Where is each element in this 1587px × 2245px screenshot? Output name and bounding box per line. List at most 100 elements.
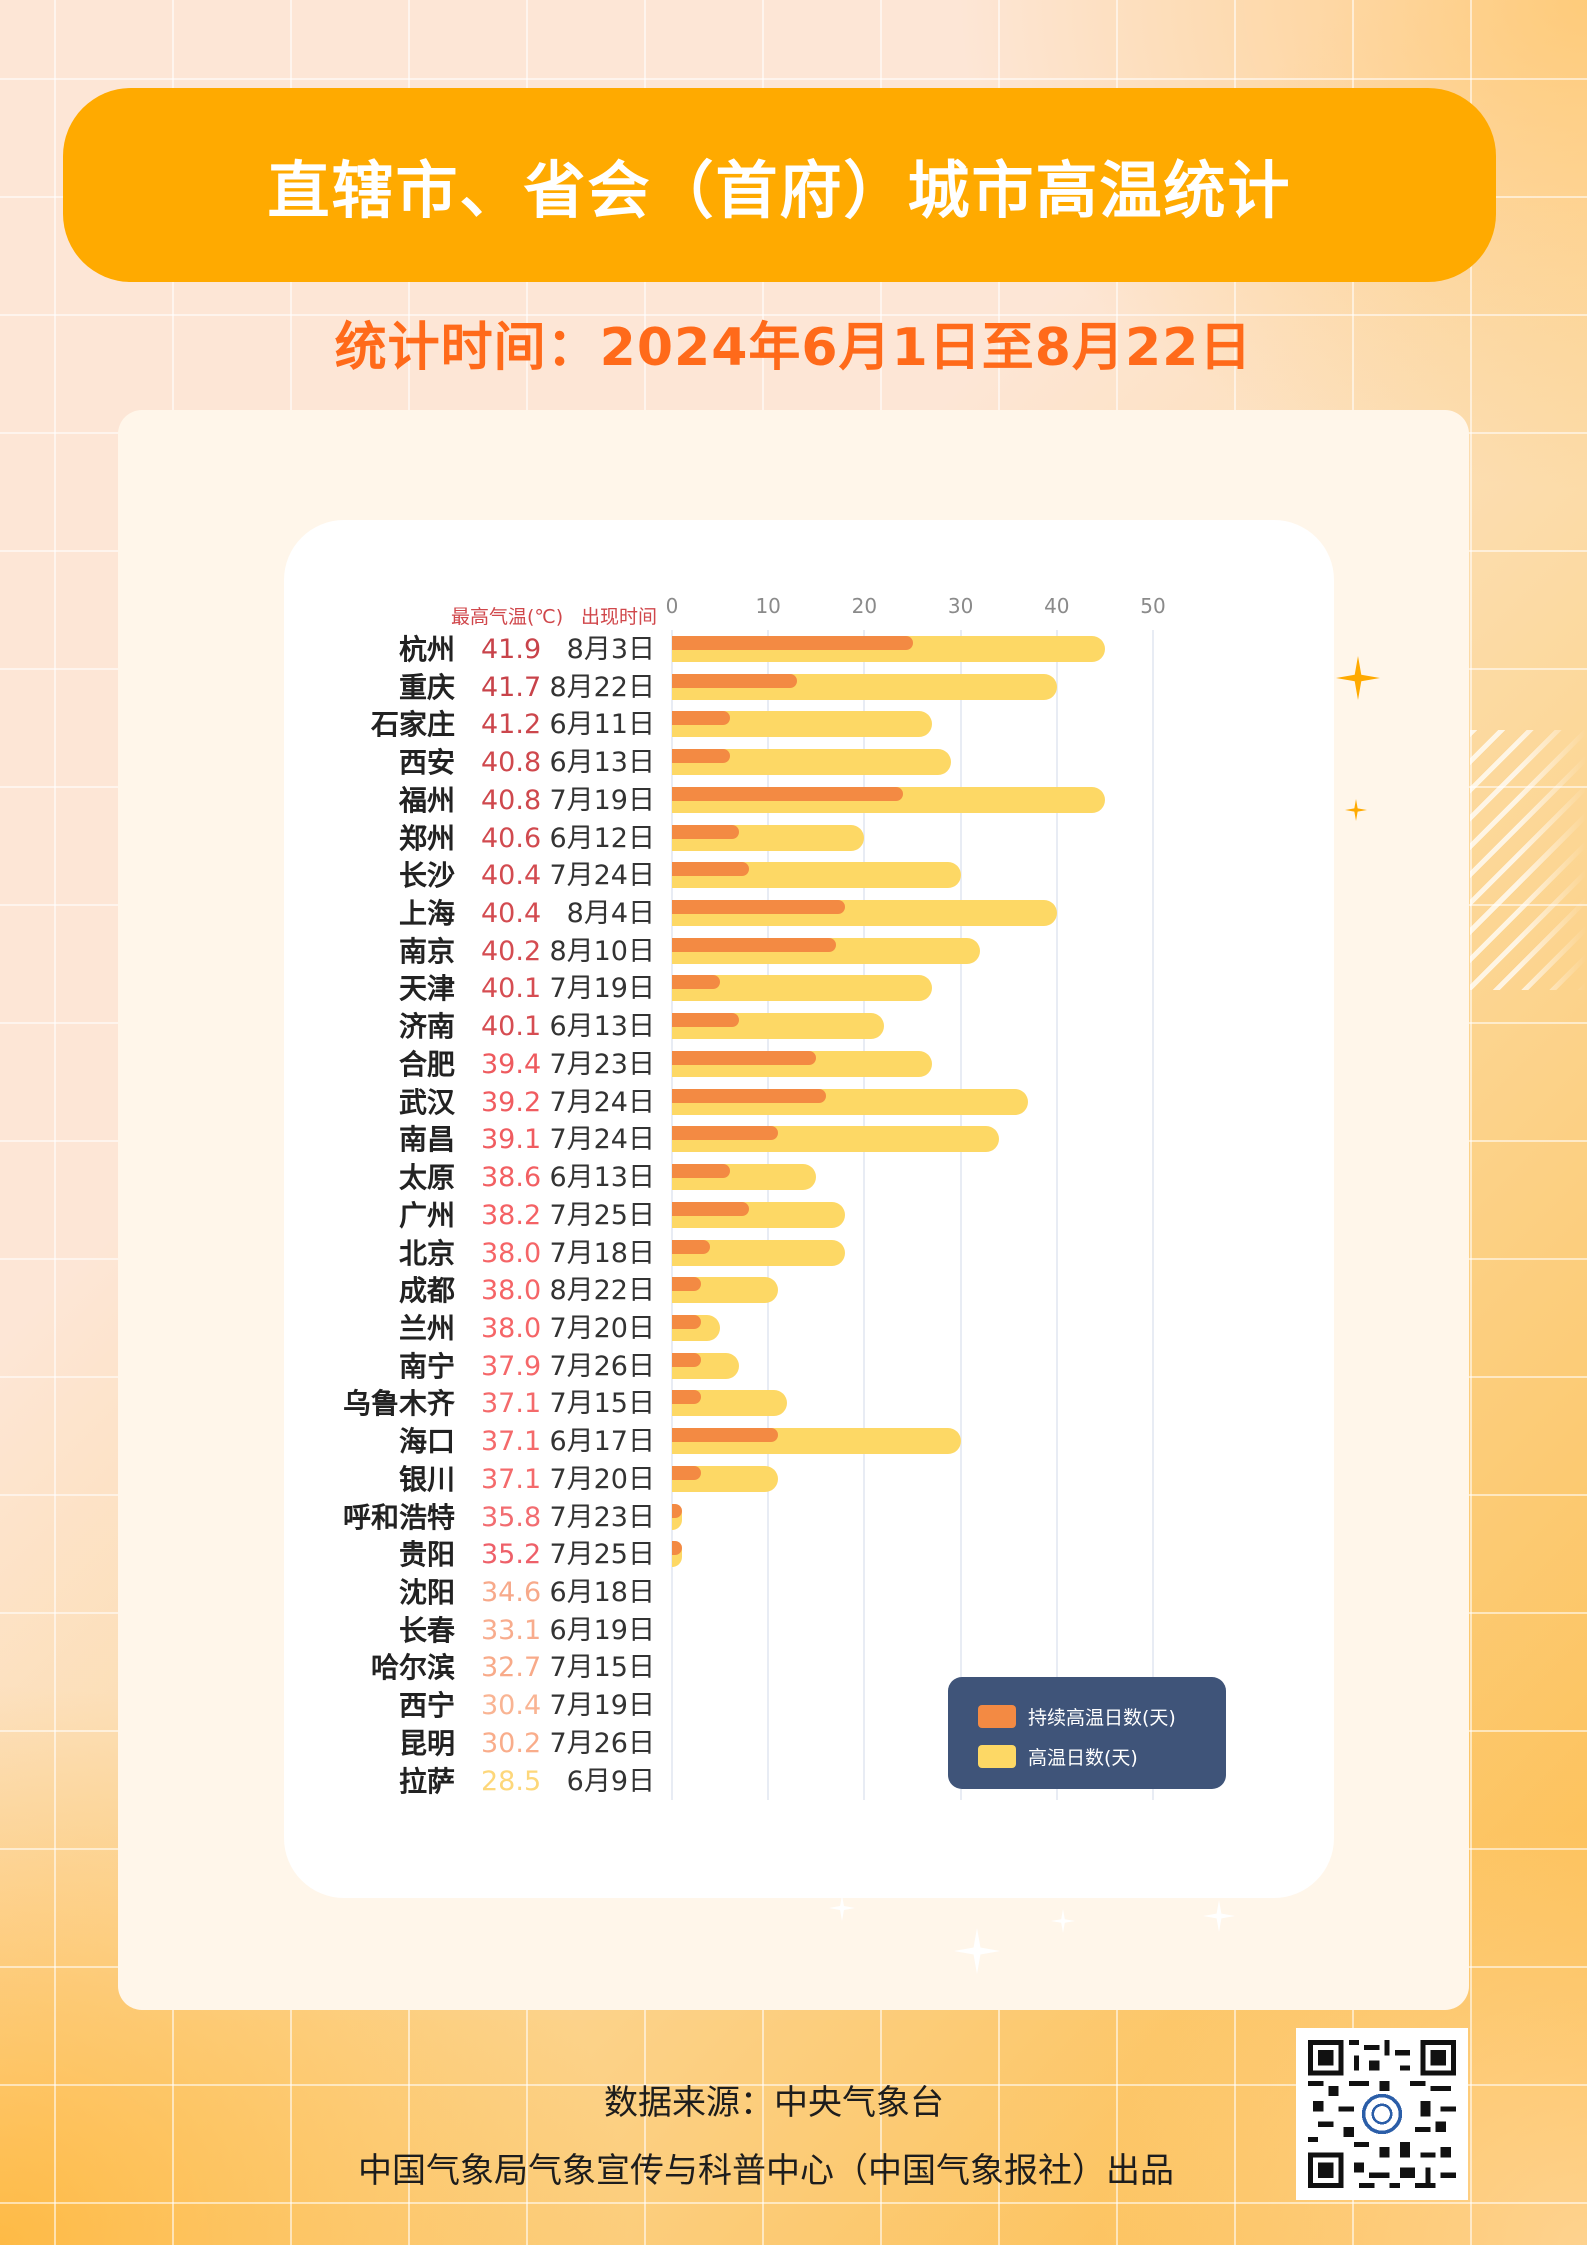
consecutive-days-bar[interactable] xyxy=(672,786,903,801)
city-label: 石家庄 xyxy=(370,708,455,742)
consecutive-days-bar[interactable] xyxy=(672,1503,682,1518)
consecutive-days-bar[interactable] xyxy=(672,1164,730,1179)
chart-row: 北京 38.0 7月18日 xyxy=(0,1235,1587,1272)
legend-swatch-yellow xyxy=(978,1745,1016,1768)
chart-row: 杭州 41.9 8月3日 xyxy=(0,631,1587,668)
chart-row: 广州 38.2 7月25日 xyxy=(0,1197,1587,1234)
consecutive-days-bar[interactable] xyxy=(672,1201,749,1216)
max-temp-value: 40.2 xyxy=(481,935,542,967)
consecutive-days-bar[interactable] xyxy=(672,900,846,915)
legend-item-consecutive[interactable]: 持续高温日数(天) xyxy=(978,1703,1176,1730)
chart-row: 呼和浩特 35.8 7月23日 xyxy=(0,1499,1587,1536)
consecutive-days-bar[interactable] xyxy=(672,862,749,877)
occurrence-date: 6月11日 xyxy=(549,709,655,741)
max-temp-value: 40.4 xyxy=(481,860,542,892)
chart-row: 天津 40.1 7月19日 xyxy=(0,970,1587,1007)
chart-row: 济南 40.1 6月13日 xyxy=(0,1008,1587,1045)
sparkle-icon xyxy=(1050,1909,1076,1933)
x-axis-tick-label: 40 xyxy=(1044,594,1070,618)
occurrence-date: 7月19日 xyxy=(549,973,655,1005)
max-temp-value: 34.6 xyxy=(481,1577,542,1608)
occurrence-date: 8月10日 xyxy=(549,935,655,967)
consecutive-days-bar[interactable] xyxy=(672,1050,817,1065)
max-temp-value: 40.4 xyxy=(481,898,542,930)
chart-row: 长春 33.1 6月19日 xyxy=(0,1612,1587,1649)
consecutive-days-bar[interactable] xyxy=(672,1013,740,1028)
occurrence-date: 6月17日 xyxy=(549,1426,655,1458)
gridline xyxy=(1152,630,1154,1800)
consecutive-days-bar[interactable] xyxy=(672,749,730,764)
max-temp-value: 38.6 xyxy=(481,1162,542,1194)
city-label: 沈阳 xyxy=(398,1576,455,1609)
max-temp-value: 37.1 xyxy=(481,1426,542,1458)
consecutive-days-bar[interactable] xyxy=(672,1088,826,1103)
city-label: 西宁 xyxy=(398,1689,455,1723)
chart-row: 西宁 30.4 7月19日 xyxy=(0,1687,1587,1724)
legend-swatch-orange xyxy=(978,1705,1016,1728)
occurrence-date: 8月3日 xyxy=(566,634,655,665)
occurrence-date: 6月9日 xyxy=(566,1765,655,1797)
chart-row: 沈阳 34.6 6月18日 xyxy=(0,1574,1587,1611)
city-label: 昆明 xyxy=(398,1726,455,1760)
max-temp-value: 40.1 xyxy=(481,1011,542,1043)
legend-label: 持续高温日数(天) xyxy=(1028,1707,1176,1729)
consecutive-days-bar[interactable] xyxy=(672,1465,701,1480)
sparkle-icon xyxy=(1202,1900,1236,1932)
city-label: 上海 xyxy=(398,897,455,931)
max-temp-value: 40.6 xyxy=(481,822,542,854)
city-label: 太原 xyxy=(398,1161,455,1195)
occurrence-date: 7月19日 xyxy=(549,784,655,816)
chart-row: 郑州 40.6 6月12日 xyxy=(0,820,1587,857)
max-temp-value: 39.1 xyxy=(481,1124,542,1156)
consecutive-days-bar[interactable] xyxy=(672,937,836,952)
consecutive-days-bar[interactable] xyxy=(672,1126,778,1141)
occurrence-date: 6月13日 xyxy=(549,747,655,779)
title-banner: 直辖市、省会（首府）城市高温统计 xyxy=(63,88,1496,282)
consecutive-days-bar[interactable] xyxy=(672,711,730,726)
consecutive-days-bar[interactable] xyxy=(672,824,740,839)
x-axis-tick-label: 10 xyxy=(755,594,781,618)
max-temp-value: 28.5 xyxy=(481,1765,542,1797)
qr-code-icon[interactable] xyxy=(1296,2028,1468,2200)
x-axis-tick-label: 50 xyxy=(1140,594,1166,618)
city-label: 西安 xyxy=(398,746,455,780)
consecutive-days-bar[interactable] xyxy=(672,1277,701,1292)
city-label: 长沙 xyxy=(398,859,455,893)
consecutive-days-bar[interactable] xyxy=(672,1428,778,1443)
city-label: 乌鲁木齐 xyxy=(342,1387,455,1421)
max-temp-value: 41.7 xyxy=(481,671,542,703)
occurrence-date: 7月20日 xyxy=(549,1312,655,1344)
chart-row: 合肥 39.4 7月23日 xyxy=(0,1046,1587,1083)
chart-row: 昆明 30.2 7月26日 xyxy=(0,1725,1587,1762)
city-label: 银川 xyxy=(398,1462,455,1496)
city-label: 广州 xyxy=(398,1198,455,1232)
occurrence-date: 7月25日 xyxy=(549,1199,655,1231)
chart-row: 太原 38.6 6月13日 xyxy=(0,1159,1587,1196)
consecutive-days-bar[interactable] xyxy=(672,1314,701,1329)
occurrence-date: 7月15日 xyxy=(549,1652,655,1684)
legend-item-high-temp[interactable]: 高温日数(天) xyxy=(978,1743,1138,1770)
consecutive-days-bar[interactable] xyxy=(672,975,721,990)
city-label: 贵阳 xyxy=(398,1538,455,1572)
max-temp-value: 38.0 xyxy=(481,1312,542,1344)
max-temp-value: 39.2 xyxy=(481,1086,542,1118)
max-temp-value: 38.0 xyxy=(481,1275,542,1307)
chart-row: 南昌 39.1 7月24日 xyxy=(0,1121,1587,1158)
consecutive-days-bar[interactable] xyxy=(672,636,913,650)
city-label: 济南 xyxy=(398,1010,455,1044)
max-temp-value: 35.8 xyxy=(481,1501,542,1533)
consecutive-days-bar[interactable] xyxy=(672,1239,711,1254)
occurrence-date: 8月22日 xyxy=(549,671,655,703)
consecutive-days-bar[interactable] xyxy=(672,673,798,688)
max-temp-value: 32.7 xyxy=(481,1652,542,1684)
sparkle-icon xyxy=(954,1928,1000,1974)
consecutive-days-bar[interactable] xyxy=(672,1352,701,1367)
occurrence-date: 6月12日 xyxy=(549,822,655,854)
date-column-header: 出现时间 xyxy=(581,606,658,628)
max-temp-value: 41.2 xyxy=(481,709,542,741)
occurrence-date: 7月24日 xyxy=(549,1124,655,1156)
consecutive-days-bar[interactable] xyxy=(672,1390,701,1405)
max-temp-value: 33.1 xyxy=(481,1614,542,1646)
consecutive-days-bar[interactable] xyxy=(672,1541,682,1556)
chart-row: 哈尔滨 32.7 7月15日 xyxy=(0,1649,1587,1686)
